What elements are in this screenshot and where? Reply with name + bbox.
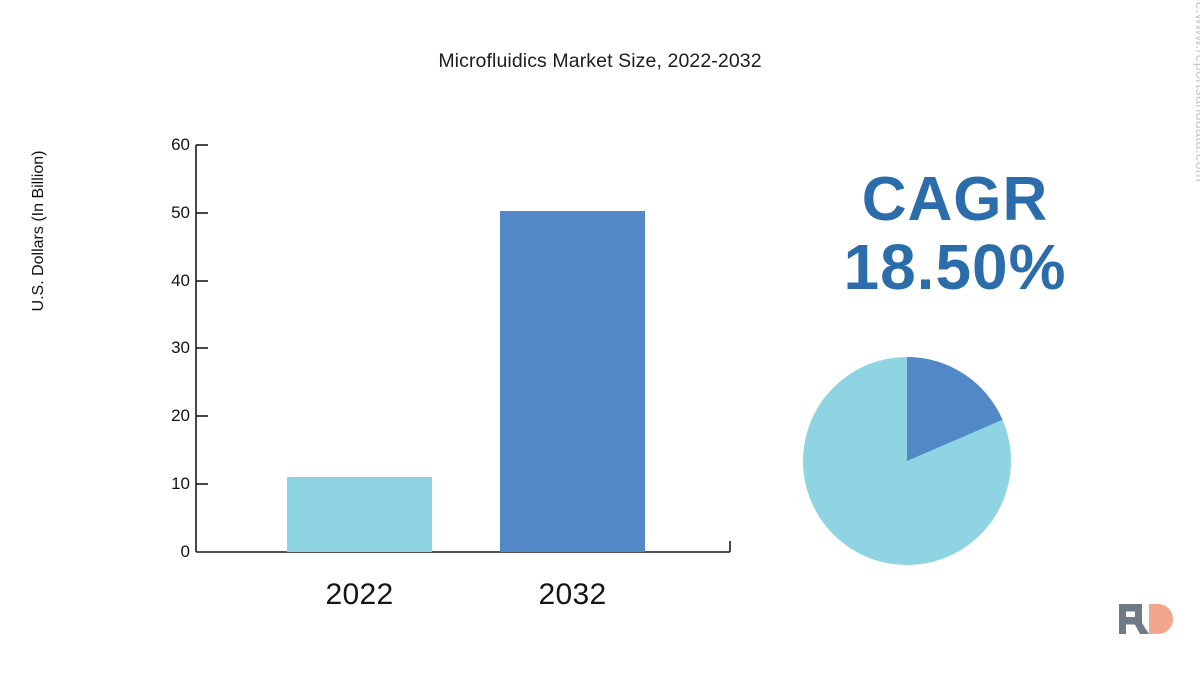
axis-lines	[195, 144, 731, 553]
y-tick-label: 40	[171, 271, 190, 290]
logo-r-icon	[1119, 604, 1149, 634]
cagr-pie-chart	[802, 356, 1012, 566]
reports-and-data-logo[interactable]	[1118, 602, 1176, 636]
y-tick-labels: 60 50 40 30 20 10 0	[140, 0, 190, 674]
bar-2032	[500, 210, 645, 552]
y-tick-label: 20	[171, 406, 190, 425]
y-tick-label: 0	[180, 542, 190, 561]
cagr-value: 18.50%	[843, 231, 1067, 304]
logo-d-icon	[1149, 604, 1173, 634]
cagr-label: CAGR	[861, 165, 1049, 234]
chart-title: Microfluidics Market Size, 2022-2032	[438, 50, 762, 72]
y-tick-label: 30	[171, 338, 190, 357]
y-tick-label: 10	[171, 474, 190, 493]
bar-2022	[287, 477, 432, 552]
y-tick-label: 60	[171, 135, 190, 154]
cagr-callout: CAGR 18.50%	[770, 168, 1140, 301]
pie-slice-cagr	[907, 357, 1003, 461]
source-watermark: source:www.reportsanddata.com	[1192, 0, 1200, 182]
plot-area: U.S. Dollars (In Billion) 60 50 40 30 20…	[30, 0, 731, 674]
bars-layer	[287, 210, 645, 552]
x-tick-label-2022: 2022	[325, 578, 394, 611]
y-tick-label: 50	[171, 203, 190, 222]
x-tick-label-2032: 2032	[538, 578, 607, 611]
